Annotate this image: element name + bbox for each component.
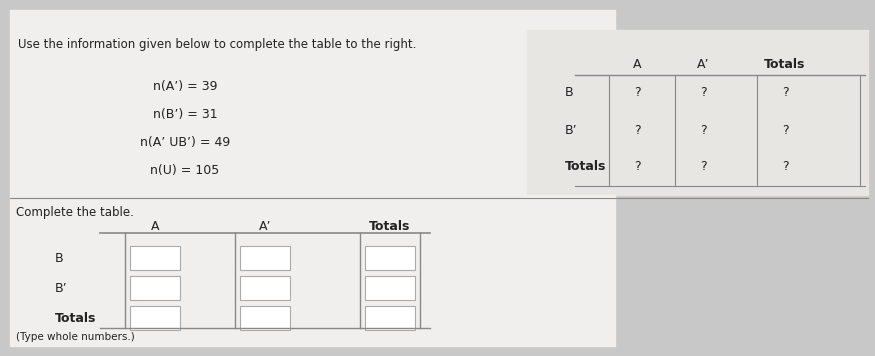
Text: Totals: Totals	[55, 312, 96, 325]
Text: Totals: Totals	[369, 220, 410, 233]
Text: n(B’) = 31: n(B’) = 31	[153, 108, 217, 121]
Bar	[365, 276, 415, 300]
Bar	[240, 276, 290, 300]
Text: n(A’ UB’) = 49: n(A’ UB’) = 49	[140, 136, 230, 149]
Text: ?: ?	[700, 124, 706, 136]
Text: ?: ?	[781, 124, 788, 136]
Bar	[527, 30, 868, 195]
Bar	[365, 306, 415, 330]
Text: ?: ?	[700, 87, 706, 99]
Text: ?: ?	[634, 161, 640, 173]
Text: ?: ?	[634, 124, 640, 136]
Text: Complete the table.: Complete the table.	[16, 206, 134, 219]
Text: n(A’) = 39: n(A’) = 39	[153, 80, 217, 93]
Text: Totals: Totals	[565, 161, 606, 173]
Bar	[10, 195, 615, 346]
Bar	[365, 246, 415, 270]
Text: Use the information given below to complete the table to the right.: Use the information given below to compl…	[18, 38, 416, 51]
Text: A’: A’	[696, 58, 710, 72]
Text: n(U) = 105: n(U) = 105	[150, 164, 220, 177]
Text: B’: B’	[565, 124, 578, 136]
Bar	[10, 10, 615, 195]
Text: ?: ?	[781, 161, 788, 173]
Bar	[240, 246, 290, 270]
Bar	[130, 306, 180, 330]
Text: B: B	[55, 251, 64, 265]
Text: B: B	[565, 87, 574, 99]
Text: (Type whole numbers.): (Type whole numbers.)	[16, 332, 135, 342]
Bar	[240, 306, 290, 330]
Text: ?: ?	[700, 161, 706, 173]
Text: ?: ?	[634, 87, 640, 99]
Bar	[130, 276, 180, 300]
Text: A: A	[150, 220, 159, 233]
Text: A’: A’	[259, 220, 271, 233]
Text: A: A	[633, 58, 641, 72]
Bar	[130, 246, 180, 270]
Text: ?: ?	[781, 87, 788, 99]
Text: B’: B’	[55, 282, 67, 294]
Text: Totals: Totals	[765, 58, 806, 72]
